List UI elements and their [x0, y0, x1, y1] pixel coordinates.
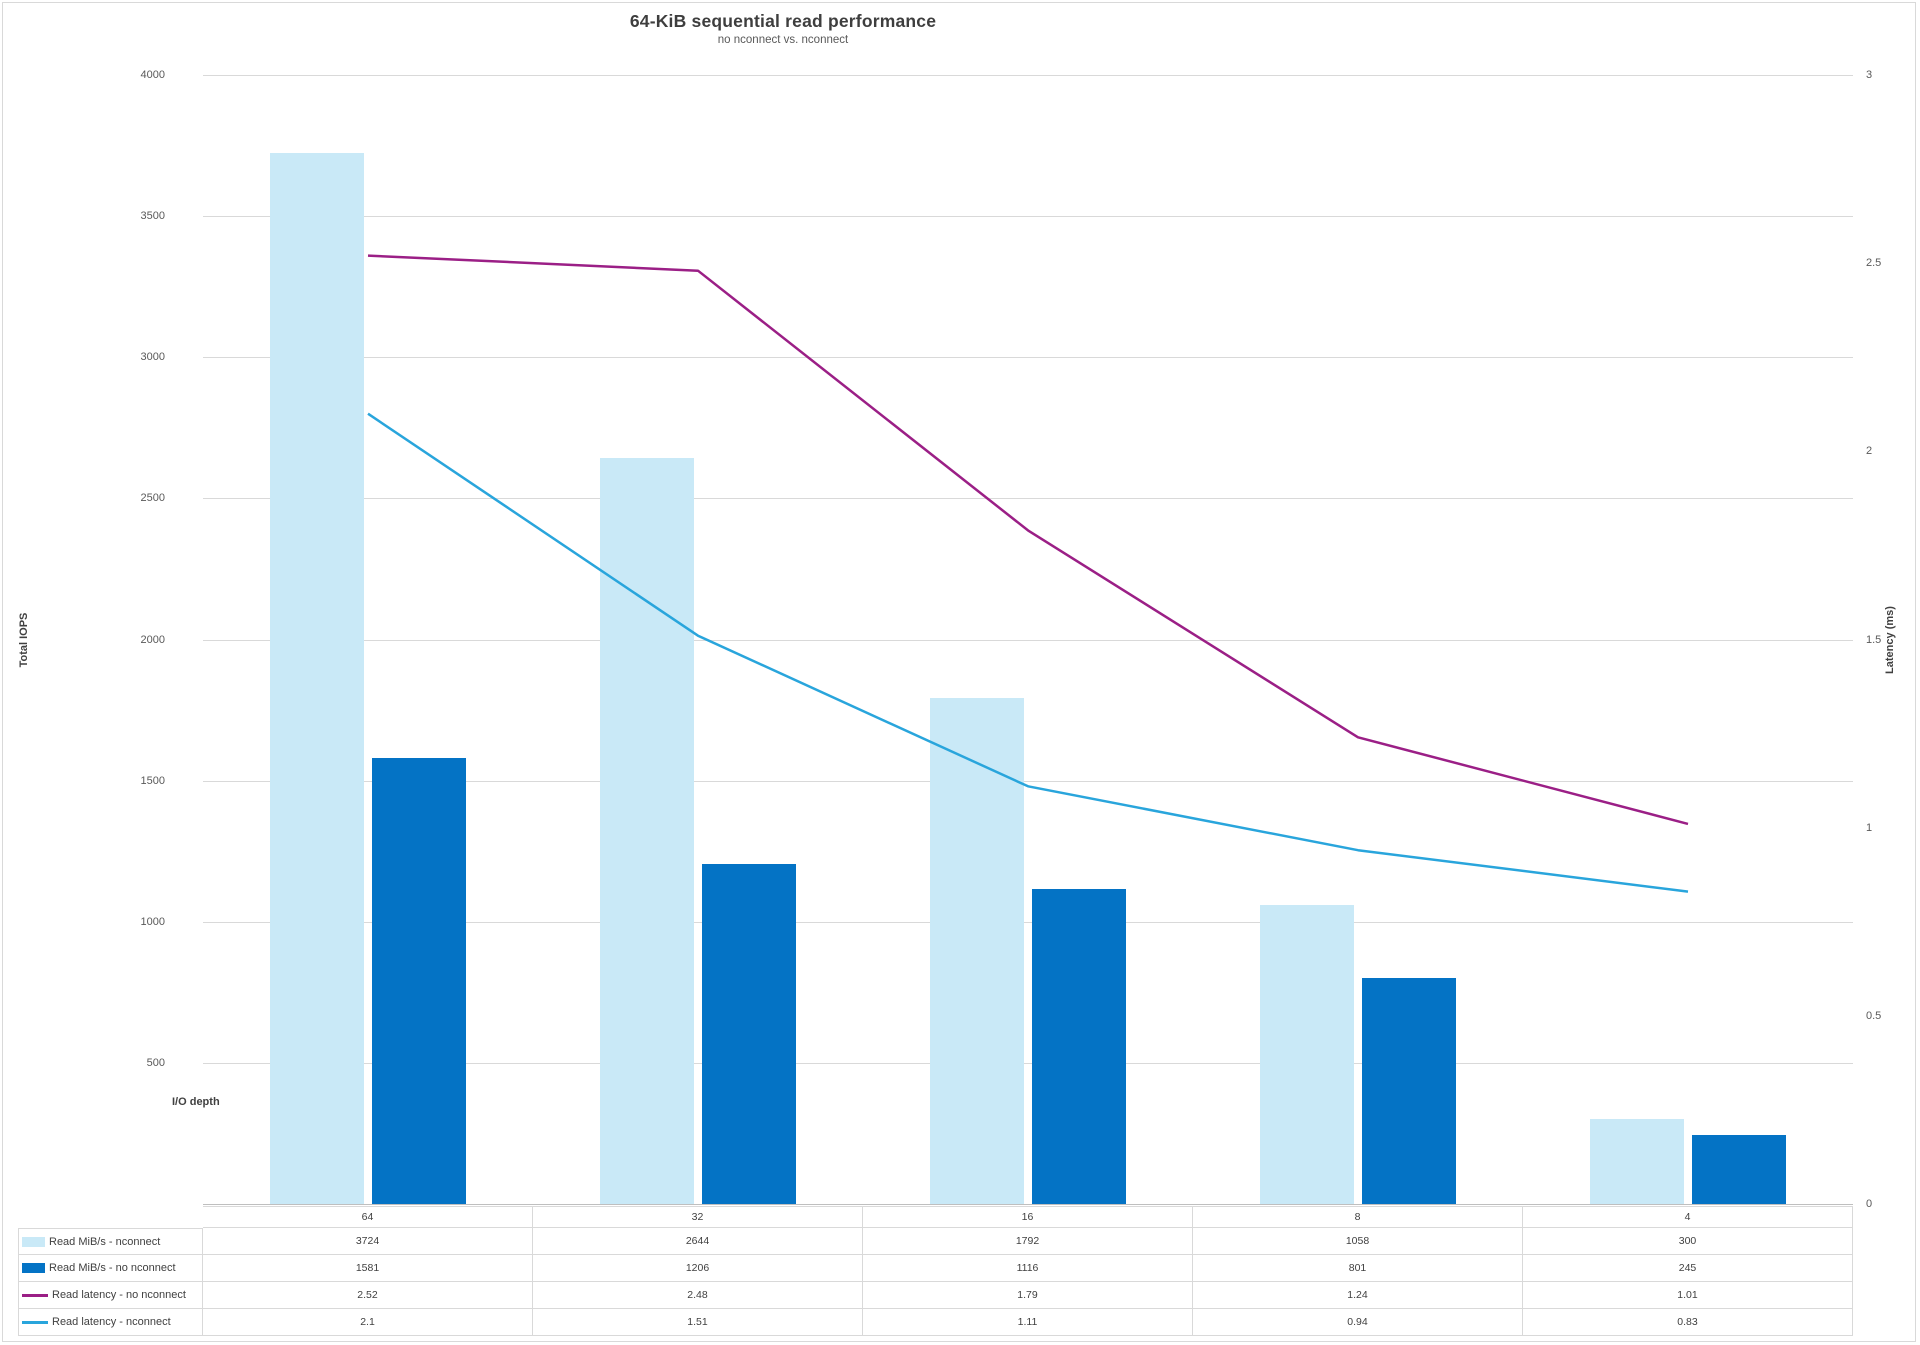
legend-cell: Read MiB/s - nconnect: [18, 1228, 203, 1255]
gridline: [203, 216, 1853, 217]
legend-cell: Read latency - nconnect: [18, 1309, 203, 1336]
table-value-cell: 1.51: [533, 1309, 863, 1336]
line-read-latency-no-nconnect: [367, 254, 1689, 826]
table-value-cell: 1.01: [1523, 1282, 1853, 1309]
chart-title: 64-KiB sequential read performance: [629, 11, 937, 31]
left-axis-tick-label: 3000: [140, 351, 165, 363]
latency-lines: [367, 254, 1689, 893]
table-header-cell: 8: [1193, 1206, 1523, 1228]
legend-label: Read latency - nconnect: [52, 1316, 171, 1328]
left-axis-tick-label: 2000: [140, 634, 165, 646]
table-value-cell: 2.52: [203, 1282, 533, 1309]
gridline: [203, 781, 1853, 782]
table-value-cell: 1792: [863, 1228, 1193, 1255]
bar-read-mib-s-nconnect: [600, 457, 694, 1204]
gridline: [203, 498, 1853, 499]
right-axis-tick-label: 2.5: [1866, 257, 1882, 269]
bar-read-mib-s-nconnect: [930, 698, 1024, 1204]
legend-label: Read MiB/s - no nconnect: [49, 1262, 176, 1274]
legend-cell: Read latency - no nconnect: [18, 1282, 203, 1309]
table-value-cell: 2.1: [203, 1309, 533, 1336]
gridline: [203, 357, 1853, 358]
chart-subtitle: no nconnect vs. nconnect: [717, 34, 849, 46]
legend-bar-swatch-icon: [22, 1236, 45, 1247]
legend-cell: Read MiB/s - no nconnect: [18, 1255, 203, 1282]
table-header-cell: 16: [863, 1206, 1193, 1228]
right-axis-tick-label: 0.5: [1866, 1010, 1882, 1022]
table-header-cell: 64: [203, 1206, 533, 1228]
gridline: [203, 640, 1853, 641]
table-value-cell: 300: [1523, 1228, 1853, 1255]
table-value-cell: 801: [1193, 1255, 1523, 1282]
left-axis-tick-label: 4000: [140, 69, 165, 81]
table-value-cell: 0.94: [1193, 1309, 1523, 1336]
gridline: [203, 922, 1853, 923]
table-value-cell: 1.79: [863, 1282, 1193, 1309]
right-axis-tick-label: 1.5: [1866, 634, 1882, 646]
table-value-cell: 0.83: [1523, 1309, 1853, 1336]
table-value-cell: 1206: [533, 1255, 863, 1282]
table-value-cell: 1058: [1193, 1228, 1523, 1255]
legend-label: Read latency - no nconnect: [52, 1289, 186, 1301]
right-axis-tick-label: 0: [1866, 1198, 1873, 1210]
gridline: [203, 75, 1853, 76]
bar-read-mib-s-no-nconnect: [702, 863, 796, 1204]
table-value-cell: 2644: [533, 1228, 863, 1255]
table-header-cell: 32: [533, 1206, 863, 1228]
bar-read-mib-s-nconnect: [270, 152, 364, 1204]
table-value-cell: 2.48: [533, 1282, 863, 1309]
bar-read-mib-s-nconnect: [1590, 1119, 1684, 1204]
x-axis-title: I/O depth: [172, 1096, 220, 1108]
bar-read-mib-s-no-nconnect: [372, 757, 466, 1204]
bar-read-mib-s-no-nconnect: [1032, 889, 1126, 1204]
line-read-latency-nconnect: [367, 412, 1689, 893]
left-axis-title: Total IOPS: [18, 612, 30, 668]
bar-read-mib-s-no-nconnect: [1362, 977, 1456, 1204]
table-value-cell: 1581: [203, 1255, 533, 1282]
table-value-cell: 3724: [203, 1228, 533, 1255]
right-axis-tick-label: 2: [1866, 445, 1873, 457]
right-axis-tick-label: 1: [1866, 822, 1873, 834]
table-value-cell: 1.24: [1193, 1282, 1523, 1309]
legend-line-swatch-icon: [22, 1320, 48, 1324]
bar-read-mib-s-nconnect: [1260, 905, 1354, 1204]
table-value-cell: 245: [1523, 1255, 1853, 1282]
gridline: [203, 1063, 1853, 1064]
table-value-cell: 1.11: [863, 1309, 1193, 1336]
legend-bar-swatch-icon: [22, 1263, 45, 1273]
left-axis-tick-label: 1500: [140, 775, 165, 787]
left-axis-tick-label: 3500: [140, 210, 165, 222]
right-axis-tick-label: 3: [1866, 69, 1873, 81]
legend-label: Read MiB/s - nconnect: [49, 1235, 161, 1248]
table-value-cell: 1116: [863, 1255, 1193, 1282]
bar-read-mib-s-no-nconnect: [1692, 1134, 1786, 1204]
left-axis-tick-label: 1000: [140, 916, 165, 928]
x-axis-line: [203, 1204, 1853, 1205]
left-axis-tick-label: 500: [146, 1057, 165, 1069]
legend-line-swatch-icon: [22, 1293, 48, 1297]
left-axis-tick-label: 2500: [140, 492, 165, 504]
table-header-cell: 4: [1523, 1206, 1853, 1228]
